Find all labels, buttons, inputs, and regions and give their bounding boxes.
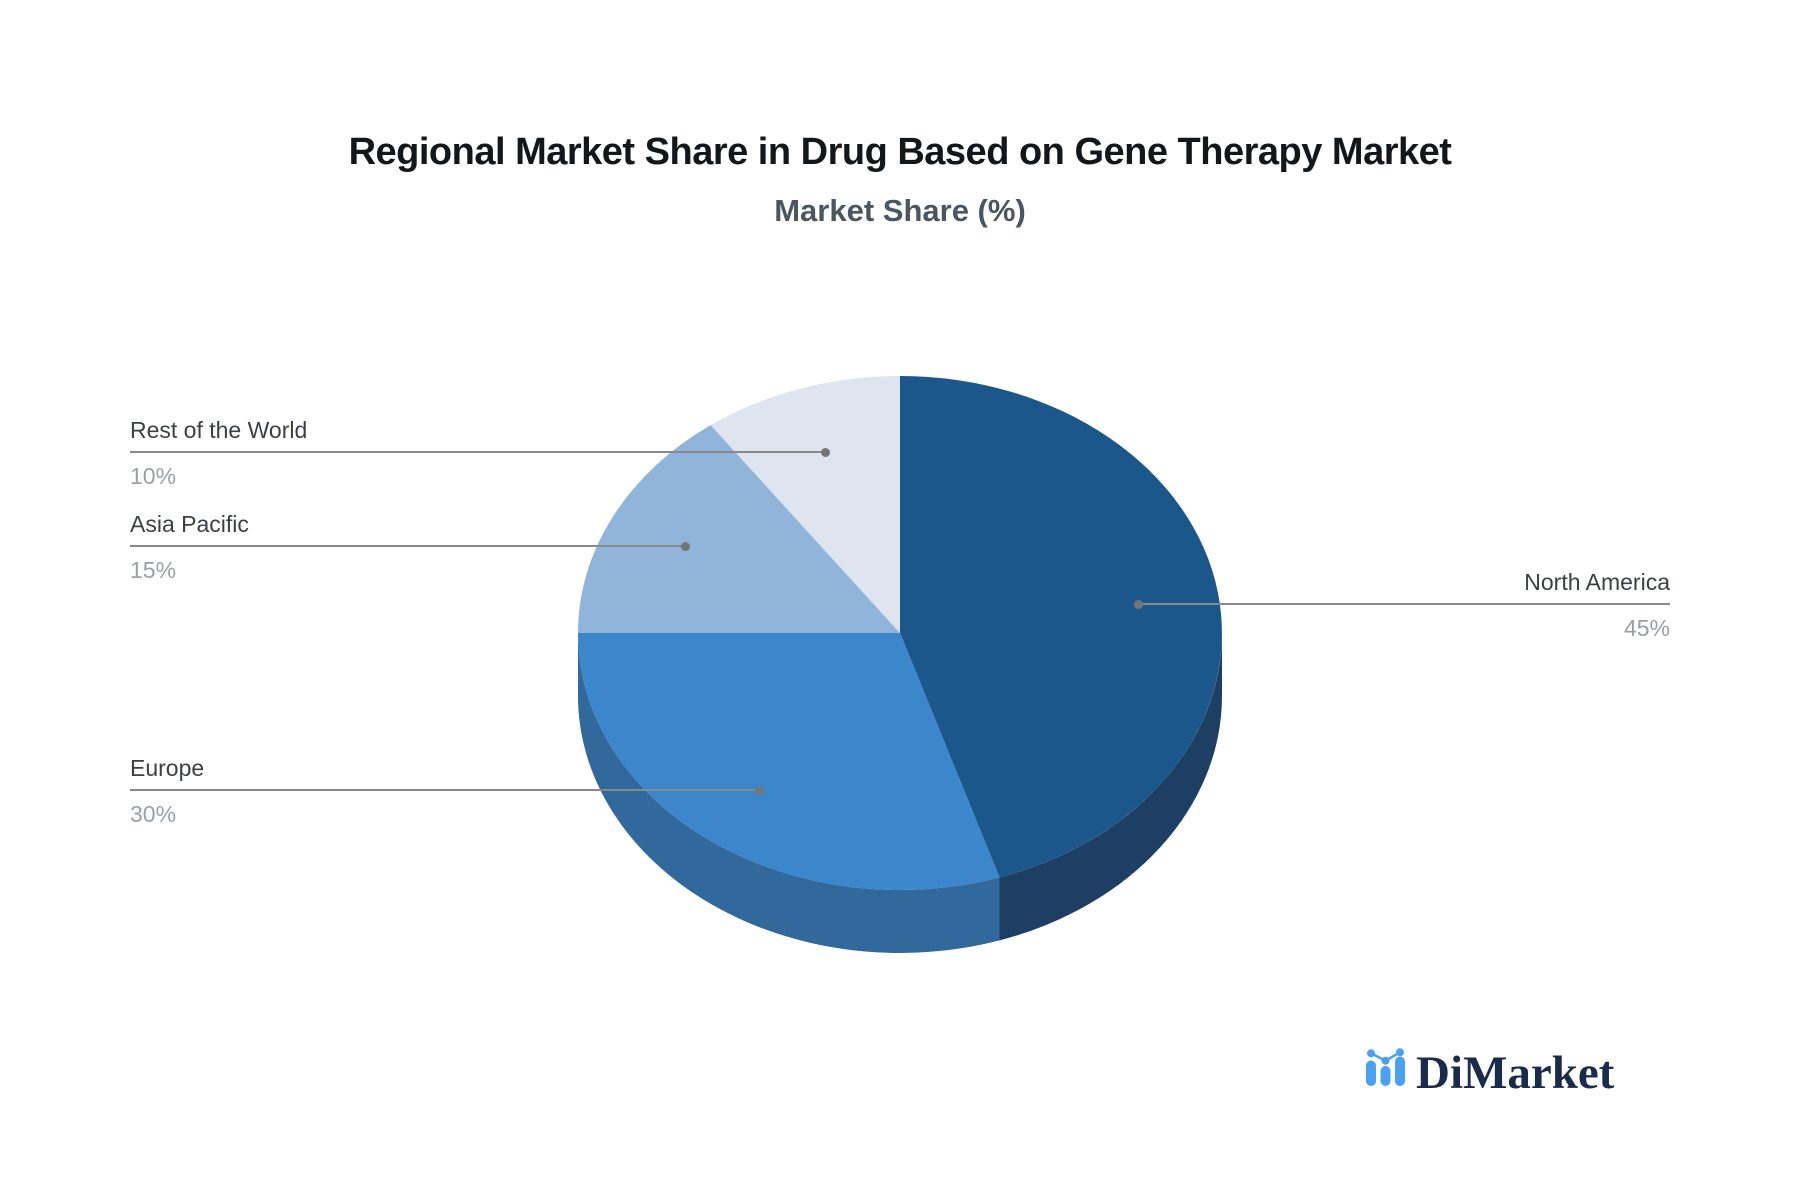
callout-line	[130, 451, 825, 453]
slice-percent: 45%	[1623, 615, 1670, 641]
callout-dot	[1134, 599, 1143, 609]
bar-line-chart-icon	[1366, 1048, 1405, 1086]
chart-title: Regional Market Share in Drug Based on G…	[348, 131, 1452, 173]
pie-rim-north-america	[999, 633, 1222, 941]
callout-line	[130, 789, 759, 791]
callout-line	[1139, 603, 1670, 605]
slice-label: Europe	[130, 755, 205, 781]
callout-dot	[821, 447, 830, 457]
slice-percent: 10%	[130, 463, 177, 489]
pie-rim-europe	[578, 633, 1000, 953]
pie-slice-north-america	[900, 376, 1222, 878]
pie-slice-europe	[578, 633, 1000, 890]
pie-slice-asia-pacific	[578, 425, 900, 633]
logo-text: DiMarket	[1416, 1047, 1615, 1099]
slice-percent: 30%	[130, 801, 177, 827]
callout-line	[130, 545, 685, 547]
chart-subtitle: Market Share (%)	[774, 193, 1026, 228]
pie-slice-rest-of-world	[710, 376, 900, 633]
slice-label: Rest of the World	[130, 417, 308, 443]
slice-label: North America	[1524, 569, 1670, 595]
callout-dot	[755, 785, 764, 795]
slice-label: Asia Pacific	[130, 511, 249, 537]
slice-percent: 15%	[130, 557, 177, 583]
callout-dot	[681, 541, 690, 551]
